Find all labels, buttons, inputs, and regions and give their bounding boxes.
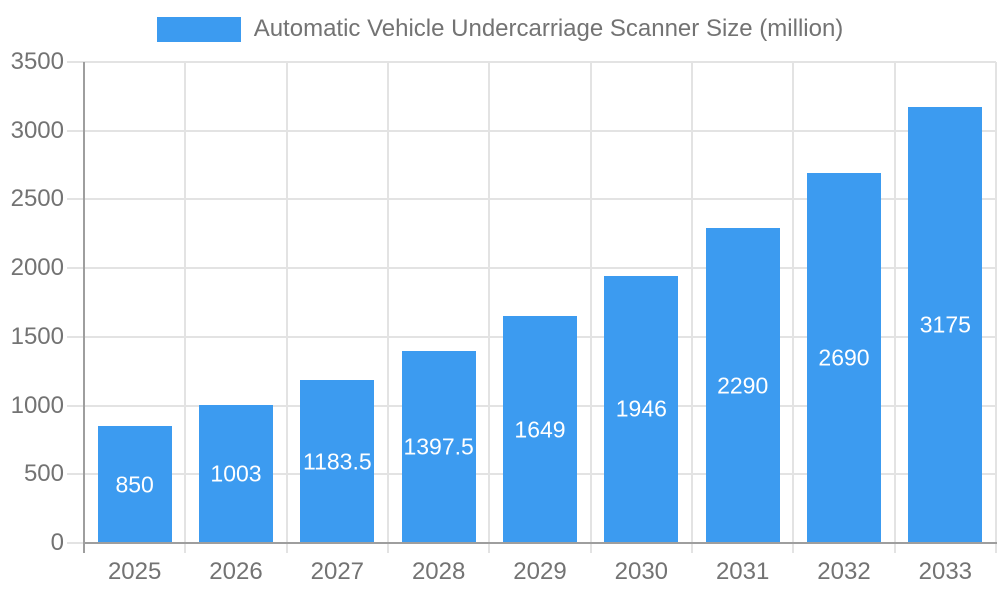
gridline-vertical [285,62,288,543]
bar-value-label: 1649 [514,416,566,443]
legend-swatch [156,16,241,42]
y-axis-line [83,62,85,553]
gridline-vertical [589,62,592,543]
x-tick-label: 2032 [817,558,871,585]
y-tick-label: 2500 [10,185,64,213]
y-axis-tick [67,404,84,407]
x-tick-label: 2033 [918,558,973,585]
gridline-vertical [488,62,491,543]
y-tick-label: 1000 [10,391,64,419]
bar [908,106,983,543]
x-tick-label: 2030 [614,558,669,585]
y-tick-label: 500 [23,460,64,488]
bar [300,380,375,543]
x-axis-tick [488,543,491,553]
x-axis-tick [792,543,795,553]
gridline-vertical [387,62,389,543]
gridline-vertical [691,62,693,543]
gridline-vertical [184,62,187,543]
gridline-vertical [792,62,795,543]
bar-value-label: 1397.5 [403,433,474,460]
y-axis-tick [67,198,84,201]
bar-value-label: 1003 [210,460,262,487]
bar [97,426,172,543]
gridline-horizontal [84,61,996,63]
bar [705,228,780,543]
x-tick-label: 2026 [209,558,263,585]
gridline-vertical [893,62,896,543]
bar-value-label: 2690 [818,344,870,371]
x-tick-label: 2028 [411,558,466,585]
x-axis-tick [285,543,288,553]
x-axis-tick [995,543,997,553]
y-axis-tick [67,267,84,270]
bar [199,405,273,543]
bar-value-label: 3175 [919,311,971,338]
bar [401,350,476,543]
legend-label: Automatic Vehicle Undercarriage Scanner … [253,15,844,42]
y-axis-tick [67,542,84,544]
y-tick-label: 3500 [10,48,64,75]
x-tick-label: 2031 [715,558,770,585]
y-axis-tick [67,129,84,132]
y-tick-label: 3000 [10,116,64,144]
legend-item[interactable]: Automatic Vehicle Undercarriage Scanner … [0,15,1000,43]
gridline-vertical [995,62,997,543]
bar-value-label: 1183.5 [303,448,372,475]
x-tick-label: 2029 [513,558,567,585]
y-tick-label: 0 [50,529,64,556]
gridline-horizontal [84,198,996,201]
y-tick-label: 2000 [10,254,64,282]
bar [604,275,679,543]
y-axis-tick [67,335,84,338]
bar-value-label: 2290 [717,372,769,399]
y-tick-label: 1500 [10,322,64,350]
x-axis-line [83,542,997,544]
bar-value-label: 1946 [615,395,667,422]
bar [503,316,577,543]
gridline-horizontal [84,267,996,270]
y-axis-tick [67,61,84,63]
x-axis-tick [691,543,693,553]
bar [807,173,881,543]
bar-value-label: 850 [115,471,154,498]
y-axis-tick [67,473,84,476]
gridline-horizontal [84,129,996,132]
x-axis-tick [893,543,896,553]
x-tick-label: 2027 [310,558,365,585]
x-axis-tick [184,543,187,553]
x-axis-tick [589,543,592,553]
x-tick-label: 2025 [107,558,162,585]
x-axis-tick [387,543,389,553]
